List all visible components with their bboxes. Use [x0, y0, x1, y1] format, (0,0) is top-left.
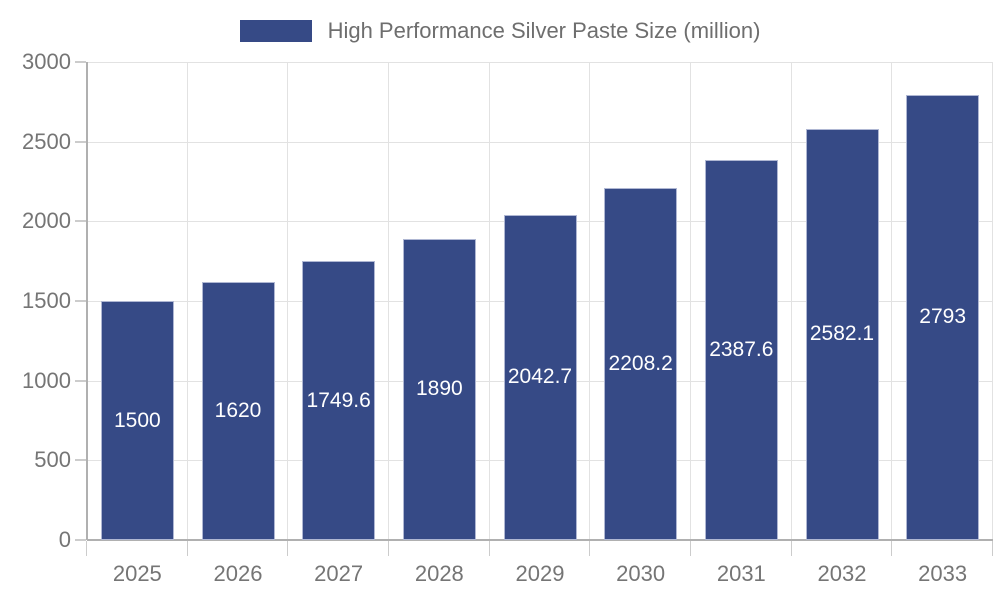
- x-tick: [690, 541, 691, 556]
- bar-value-label: 2582.1: [809, 322, 875, 346]
- x-tick: [992, 541, 993, 556]
- x-tick-label: 2026: [213, 561, 263, 586]
- x-tick-label: 2028: [414, 561, 464, 586]
- x-tick-label: 2025: [112, 561, 162, 586]
- legend-swatch: [239, 20, 312, 42]
- y-tick: [75, 459, 86, 462]
- x-tick-label: 2030: [616, 561, 666, 586]
- x-tick-label: 2031: [716, 561, 766, 586]
- bar-value-label: 2208.2: [608, 352, 673, 376]
- x-tick: [187, 541, 188, 556]
- bar-value-label: 2793: [919, 305, 967, 329]
- h-gridline: [87, 62, 993, 63]
- x-tick: [287, 541, 288, 556]
- x-tick: [891, 541, 892, 556]
- bar-value-label: 1749.6: [306, 388, 371, 412]
- y-tick-label: 500: [34, 447, 71, 473]
- x-tick-label: 2029: [515, 561, 565, 586]
- bar-value-label: 1620: [214, 398, 262, 422]
- y-tick: [75, 300, 86, 302]
- legend-label: High Performance Silver Paste Size (mill…: [327, 18, 761, 43]
- v-gridline: [690, 62, 691, 540]
- bar-value-label: 1890: [415, 377, 463, 401]
- h-gridline: [87, 141, 993, 143]
- bar-2026: [201, 281, 275, 540]
- x-tick: [388, 541, 389, 556]
- bar-2029: [503, 214, 577, 540]
- y-tick: [75, 379, 86, 382]
- y-tick-label: 3000: [22, 49, 71, 74]
- y-tick: [75, 61, 86, 63]
- x-tick: [86, 541, 87, 556]
- v-gridline: [388, 62, 389, 540]
- y-tick: [75, 220, 86, 223]
- v-gridline: [891, 62, 892, 540]
- y-tick: [75, 539, 86, 541]
- bar-2027: [302, 261, 376, 540]
- y-tick-label: 2000: [22, 208, 71, 234]
- x-tick-label: 2032: [817, 561, 867, 586]
- v-gridline: [287, 62, 288, 540]
- bar-value-label: 1500: [113, 408, 161, 432]
- v-gridline: [791, 62, 792, 540]
- x-tick-label: 2033: [918, 561, 968, 586]
- bar-value-label: 2387.6: [709, 337, 774, 361]
- bar-2033: [906, 94, 980, 540]
- y-tick-label: 1500: [22, 288, 71, 313]
- y-tick-label: 2500: [22, 128, 71, 154]
- x-tick: [791, 541, 792, 556]
- bar-2025: [100, 301, 174, 540]
- v-gridline: [489, 62, 490, 540]
- x-axis-line: [87, 539, 993, 541]
- y-tick: [75, 140, 86, 143]
- x-tick-label: 2027: [314, 561, 364, 586]
- x-tick: [589, 541, 590, 556]
- y-axis-line: [86, 62, 88, 540]
- y-tick-label: 1000: [22, 367, 71, 393]
- bar-2032: [805, 128, 879, 540]
- bar-2031: [704, 159, 778, 540]
- y-tick-label: 0: [58, 527, 71, 552]
- v-gridline: [187, 62, 188, 540]
- chart-legend: High Performance Silver Paste Size (mill…: [0, 18, 1000, 44]
- bar-value-label: 2042.7: [507, 365, 573, 389]
- x-tick: [489, 541, 490, 556]
- v-gridline: [992, 62, 993, 540]
- v-gridline: [589, 62, 590, 540]
- bar-2028: [402, 238, 476, 540]
- bar-2030: [604, 188, 678, 540]
